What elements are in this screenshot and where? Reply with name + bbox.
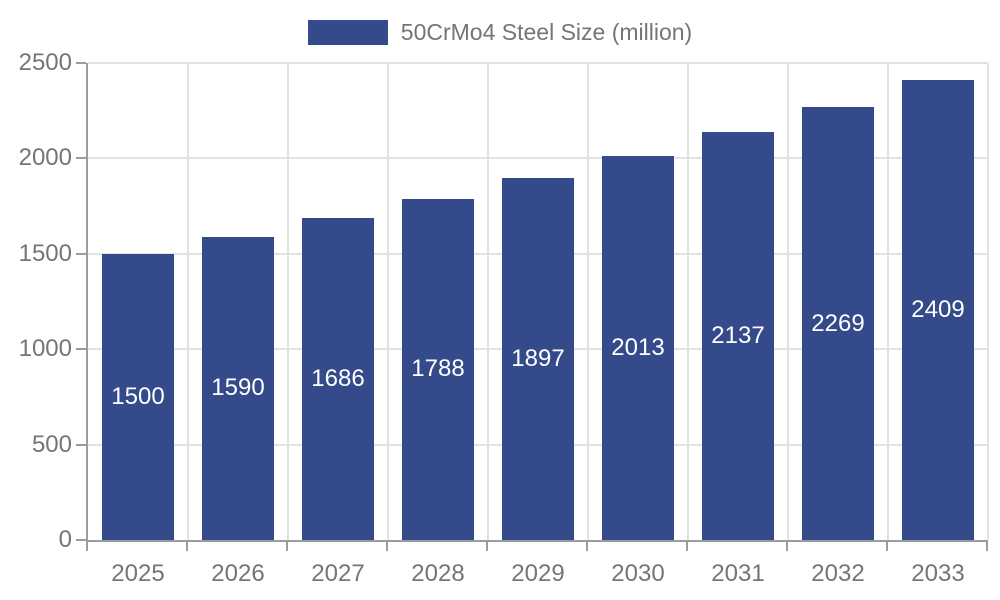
x-axis-tick	[486, 542, 488, 551]
x-axis-tick	[686, 542, 688, 551]
legend-label: 50CrMo4 Steel Size (million)	[400, 19, 693, 45]
y-axis-tick	[76, 539, 86, 541]
gridline-vertical	[687, 63, 689, 540]
gridline-vertical	[987, 63, 989, 540]
x-axis-tick	[286, 542, 288, 551]
gridline-vertical	[487, 63, 489, 540]
bar-value-label: 2137	[711, 322, 765, 350]
bar	[202, 236, 274, 540]
bar-value-label: 2269	[811, 309, 865, 337]
y-axis-tick-label: 500	[31, 430, 72, 458]
x-axis-tick-label: 2025	[111, 560, 165, 587]
y-axis-tick-label: 2000	[18, 144, 72, 172]
y-axis-tick	[76, 62, 86, 64]
y-axis-tick-label: 1500	[18, 239, 72, 267]
x-axis-tick-label: 2026	[211, 560, 265, 587]
legend-swatch	[307, 20, 388, 45]
bar	[702, 132, 774, 540]
x-axis-tick-label: 2030	[611, 560, 665, 587]
bar	[102, 253, 174, 540]
bar	[802, 107, 874, 540]
x-axis-tick-label: 2032	[811, 560, 865, 587]
bar	[402, 198, 474, 540]
bar	[902, 80, 974, 540]
x-axis-tick	[586, 542, 588, 551]
bar-value-label: 1788	[411, 355, 465, 383]
y-axis-tick-label: 0	[58, 526, 72, 553]
bar	[602, 155, 674, 540]
x-axis-tick-label: 2029	[511, 560, 565, 587]
gridline-vertical	[787, 63, 789, 540]
bar-value-label: 1686	[311, 365, 365, 393]
plot-area: 1500 1590 1686 1788 1897 2013 2137 2269 2409	[88, 62, 989, 540]
y-axis-tick	[76, 348, 86, 351]
x-axis-tick-label: 2031	[711, 560, 765, 587]
y-axis-tick	[76, 443, 86, 446]
bar	[302, 218, 374, 540]
bar-value-label: 2013	[611, 333, 665, 361]
bar-value-label: 2409	[911, 296, 965, 324]
x-axis-tick-label: 2033	[911, 560, 965, 587]
gridline-horizontal	[88, 157, 988, 160]
x-axis-tick-label: 2028	[411, 560, 465, 587]
bar-value-label: 1500	[111, 382, 165, 410]
x-axis-tick	[886, 542, 888, 551]
x-axis-line	[86, 540, 988, 542]
y-axis-tick-label: 1000	[18, 335, 72, 363]
y-axis-tick	[76, 252, 86, 255]
bar-value-label: 1590	[211, 374, 265, 402]
bar-value-label: 1897	[511, 345, 565, 373]
gridline-horizontal	[88, 62, 988, 64]
gridline-vertical	[287, 63, 289, 540]
x-axis-tick	[86, 542, 88, 551]
x-axis-tick	[386, 542, 388, 551]
bar	[502, 178, 574, 540]
gridline-vertical	[387, 63, 389, 540]
y-axis-tick-label: 2500	[18, 49, 72, 76]
x-axis-tick	[186, 542, 188, 551]
gridline-vertical	[587, 63, 589, 540]
x-axis-tick	[986, 542, 988, 551]
gridline-vertical	[187, 63, 189, 540]
y-axis-line	[86, 63, 88, 542]
legend: 50CrMo4 Steel Size (million)	[0, 19, 1000, 46]
x-axis-tick-label: 2027	[311, 560, 365, 587]
y-axis-tick	[76, 157, 86, 160]
gridline-vertical	[887, 63, 889, 540]
x-axis-tick	[786, 542, 788, 551]
